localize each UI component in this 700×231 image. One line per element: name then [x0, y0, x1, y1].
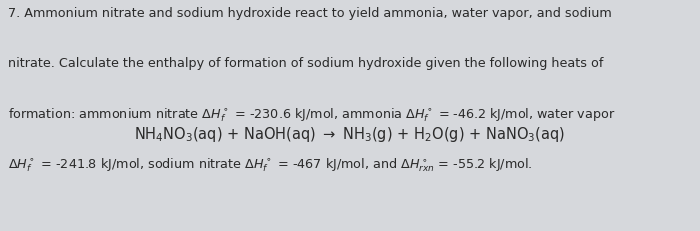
Text: formation: ammonium nitrate $\Delta H^\circ_f$ = -230.6 kJ/mol, ammonia $\Delta : formation: ammonium nitrate $\Delta H^\c…: [8, 106, 616, 124]
Text: NH$_4$NO$_3$(aq) + NaOH(aq) $\rightarrow$ NH$_3$(g) + H$_2$O(g) + NaNO$_3$(aq): NH$_4$NO$_3$(aq) + NaOH(aq) $\rightarrow…: [134, 125, 566, 144]
Text: nitrate. Calculate the enthalpy of formation of sodium hydroxide given the follo: nitrate. Calculate the enthalpy of forma…: [8, 57, 604, 70]
Text: 7. Ammonium nitrate and sodium hydroxide react to yield ammonia, water vapor, an: 7. Ammonium nitrate and sodium hydroxide…: [8, 7, 612, 20]
Text: $\Delta H^\circ_f$ = -241.8 kJ/mol, sodium nitrate $\Delta H^\circ_f$ = -467 kJ/: $\Delta H^\circ_f$ = -241.8 kJ/mol, sodi…: [8, 156, 533, 173]
